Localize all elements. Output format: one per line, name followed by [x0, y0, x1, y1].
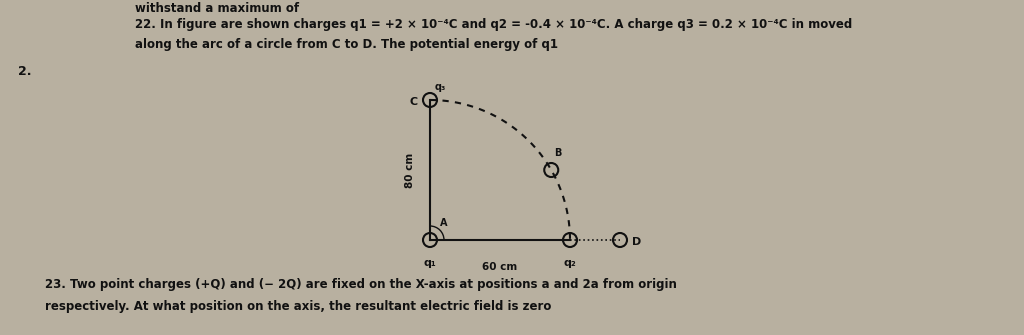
Text: 23. Two point charges (+Q) and (− 2Q) are fixed on the X-axis at positions a and: 23. Two point charges (+Q) and (− 2Q) ar…	[45, 278, 677, 291]
Text: q₂: q₂	[563, 258, 577, 268]
Text: withstand a maximum of: withstand a maximum of	[135, 2, 299, 15]
Text: q₃: q₃	[435, 82, 446, 92]
Text: along the arc of a circle from C to D. The potential energy of q1: along the arc of a circle from C to D. T…	[135, 38, 558, 51]
Text: A: A	[440, 218, 447, 228]
Text: C: C	[410, 97, 418, 107]
Text: 60 cm: 60 cm	[482, 262, 517, 272]
Text: B: B	[554, 148, 561, 158]
Text: respectively. At what position on the axis, the resultant electric field is zero: respectively. At what position on the ax…	[45, 300, 551, 313]
Text: q₁: q₁	[424, 258, 436, 268]
Text: D: D	[632, 237, 641, 247]
Text: 80 cm: 80 cm	[406, 152, 415, 188]
Text: 22. In figure are shown charges q1 = +2 × 10⁻⁴C and q2 = -0.4 × 10⁻⁴C. A charge : 22. In figure are shown charges q1 = +2 …	[135, 18, 852, 31]
Text: 2.: 2.	[18, 65, 32, 78]
